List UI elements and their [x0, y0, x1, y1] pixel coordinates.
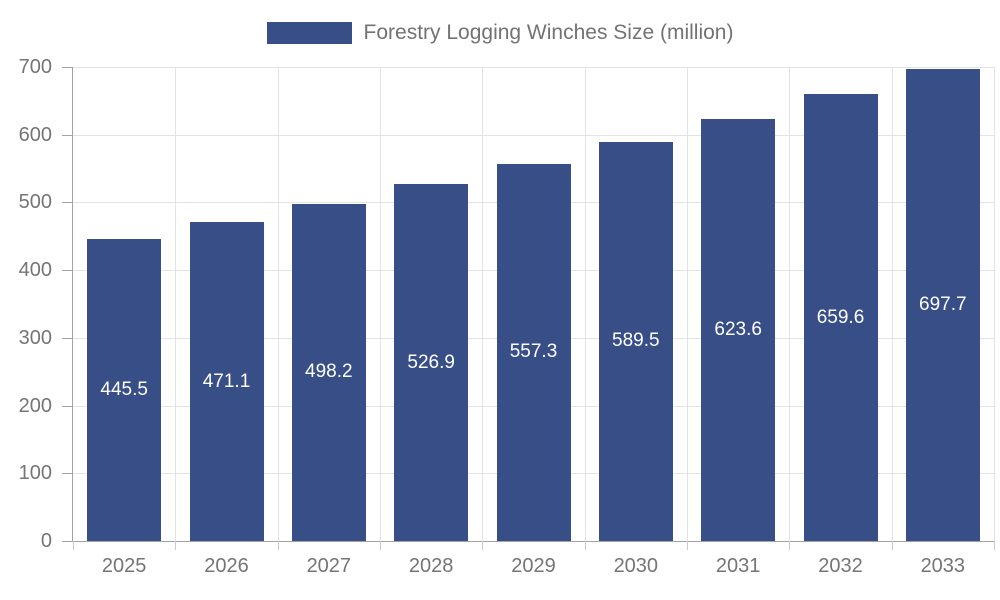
y-tick-mark — [62, 67, 72, 68]
bar-value-label: 589.5 — [612, 330, 660, 352]
x-tick-label-2033: 2033 — [920, 555, 966, 577]
x-tick-mark — [482, 541, 483, 550]
gridline-x-boundary-8 — [892, 67, 893, 541]
gridline-y-700 — [73, 67, 994, 68]
bar-value-label: 498.2 — [305, 361, 353, 383]
gridline-x-boundary-4 — [482, 67, 483, 541]
bar-value-label: 471.1 — [202, 370, 251, 392]
bar-2032[interactable]: 659.6 — [803, 94, 878, 541]
y-tick-label-0: 0 — [40, 530, 52, 552]
x-tick-mark — [585, 541, 586, 550]
gridline-x-boundary-3 — [380, 67, 381, 541]
bar-2027[interactable]: 498.2 — [291, 203, 366, 541]
x-tick-mark — [892, 541, 893, 550]
y-tick-mark — [62, 270, 72, 272]
y-tick-label-100: 100 — [18, 462, 52, 485]
y-tick-mark — [62, 473, 72, 475]
x-tick-label-2025: 2025 — [101, 555, 147, 577]
gridline-x-boundary-9 — [994, 67, 995, 541]
y-tick-label-200: 200 — [18, 394, 52, 417]
x-tick-mark — [994, 541, 995, 550]
x-tick-label-2030: 2030 — [613, 555, 659, 577]
gridline-y-600 — [73, 134, 994, 136]
x-tick-mark — [73, 541, 74, 550]
bar-value-label: 526.9 — [407, 351, 455, 373]
y-tick-label-600: 600 — [18, 123, 52, 146]
bar-2026[interactable]: 471.1 — [189, 222, 264, 541]
x-tick-mark — [789, 541, 790, 550]
x-tick-mark — [380, 541, 381, 550]
y-tick-mark — [62, 405, 72, 407]
x-axis-line — [72, 541, 994, 542]
bar-2031[interactable]: 623.6 — [701, 118, 776, 541]
y-tick-label-700: 700 — [18, 56, 52, 78]
bar-2029[interactable]: 557.3 — [496, 163, 571, 541]
bar-value-label: 557.3 — [509, 341, 558, 363]
gridline-x-boundary-7 — [789, 67, 790, 541]
bar-2033[interactable]: 697.7 — [905, 68, 980, 541]
y-tick-mark — [62, 134, 72, 136]
x-tick-mark — [687, 541, 688, 550]
y-tick-label-500: 500 — [18, 191, 52, 214]
plot-area: 445.5 471.1 498.2 526.9 557.3 589.5 623.6 659.6… — [72, 67, 995, 542]
y-tick-label-300: 300 — [18, 326, 52, 349]
bar-value-label: 623.6 — [714, 318, 762, 340]
x-tick-label-2032: 2032 — [818, 555, 863, 577]
x-tick-label-2026: 2026 — [204, 555, 249, 577]
y-tick-mark — [62, 541, 72, 542]
gridline-x-boundary-5 — [585, 67, 586, 541]
bar-2030[interactable]: 589.5 — [598, 141, 673, 541]
gridline-x-boundary-2 — [278, 67, 279, 541]
x-tick-mark — [175, 541, 176, 550]
x-tick-label-2028: 2028 — [408, 555, 454, 577]
bar-value-label: 659.6 — [816, 306, 865, 328]
bar-value-label: 697.7 — [919, 293, 967, 315]
x-tick-label-2031: 2031 — [715, 555, 761, 577]
x-tick-label-2029: 2029 — [511, 555, 556, 577]
legend-swatch[interactable] — [266, 22, 352, 44]
y-axis-line — [72, 67, 73, 541]
y-tick-label-400: 400 — [18, 259, 52, 282]
legend[interactable]: Forestry Logging Winches Size (million) — [0, 20, 1000, 46]
legend-label[interactable]: Forestry Logging Winches Size (million) — [363, 21, 734, 44]
bar-2028[interactable]: 526.9 — [394, 184, 469, 541]
gridline-x-boundary-6 — [687, 67, 688, 541]
x-tick-mark — [278, 541, 279, 550]
y-tick-mark — [62, 337, 72, 339]
bar-2025[interactable]: 445.5 — [87, 239, 162, 541]
bar-value-label: 445.5 — [100, 379, 148, 401]
x-tick-label-2027: 2027 — [306, 555, 352, 577]
y-tick-mark — [62, 202, 72, 204]
gridline-x-boundary-1 — [175, 67, 176, 541]
